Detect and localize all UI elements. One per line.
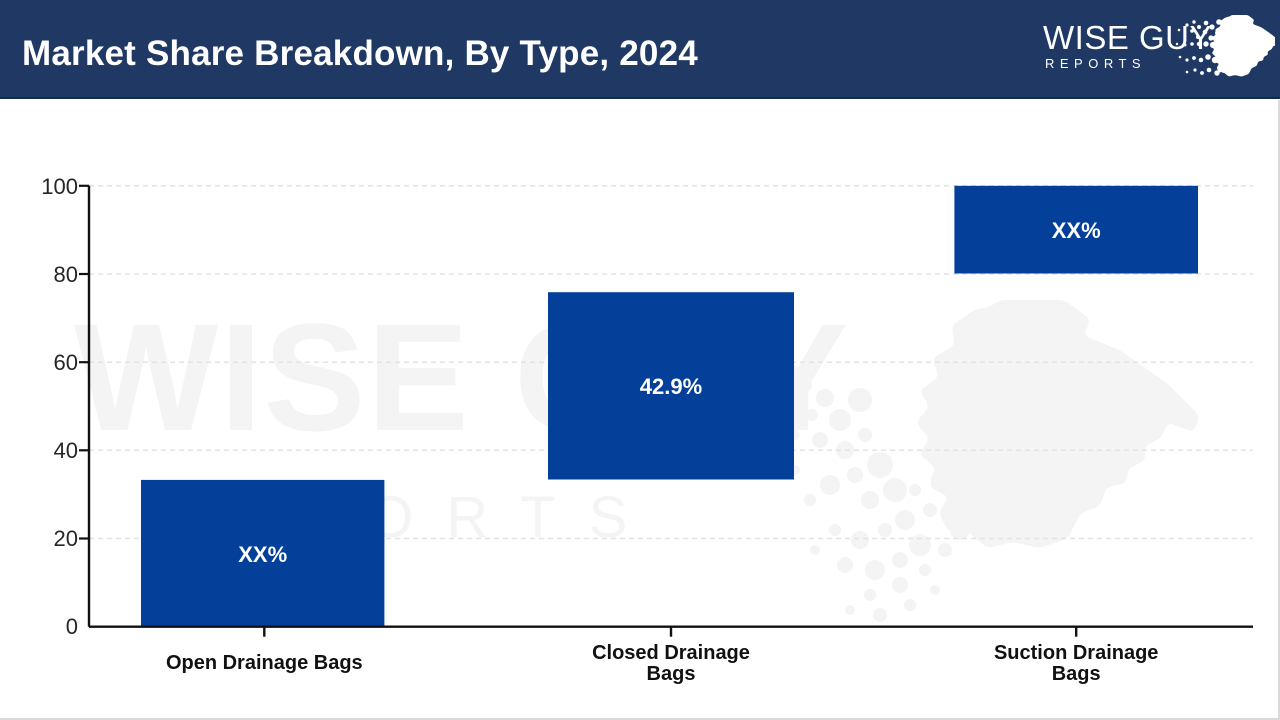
svg-text:80: 80 [54, 262, 78, 287]
svg-text:40: 40 [54, 438, 78, 463]
svg-text:Bags: Bags [647, 663, 696, 685]
svg-text:XX%: XX% [1052, 218, 1101, 243]
svg-text:60: 60 [54, 350, 78, 375]
svg-text:XX%: XX% [238, 542, 287, 567]
svg-text:100: 100 [41, 174, 78, 199]
svg-text:Open Drainage Bags: Open Drainage Bags [166, 652, 363, 674]
svg-text:20: 20 [54, 526, 78, 551]
svg-text:Bags: Bags [1052, 663, 1101, 685]
svg-text:42.9%: 42.9% [640, 374, 702, 399]
svg-text:Closed Drainage: Closed Drainage [592, 642, 750, 664]
svg-text:REPORTS: REPORTS [1045, 56, 1146, 71]
svg-text:Suction Drainage: Suction Drainage [994, 642, 1158, 664]
svg-text:0: 0 [66, 614, 78, 639]
